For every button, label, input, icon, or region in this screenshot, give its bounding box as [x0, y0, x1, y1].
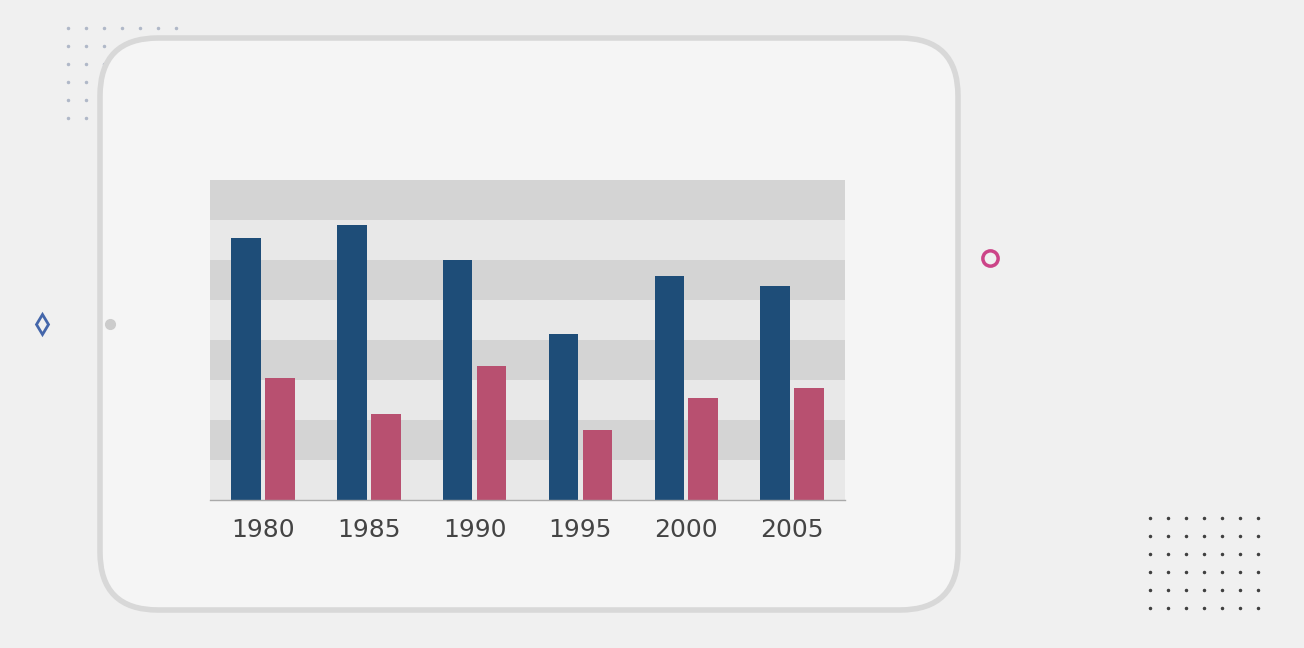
Bar [210, 180, 845, 220]
Bar [210, 460, 845, 500]
Text: 1995: 1995 [549, 518, 612, 542]
Text: 1980: 1980 [231, 518, 295, 542]
Bar [760, 286, 790, 500]
Bar [583, 430, 612, 500]
FancyBboxPatch shape [100, 38, 958, 610]
Bar [210, 340, 845, 380]
Text: 1985: 1985 [336, 518, 400, 542]
Bar [231, 238, 261, 500]
Text: 2005: 2005 [760, 518, 824, 542]
Text: 1990: 1990 [443, 518, 506, 542]
Bar [265, 378, 295, 500]
Bar [210, 260, 845, 300]
Bar [689, 398, 719, 500]
Bar [443, 260, 472, 500]
Bar [210, 300, 845, 340]
Bar [370, 413, 400, 500]
Text: 2000: 2000 [655, 518, 719, 542]
Bar [655, 276, 685, 500]
Bar [477, 365, 506, 500]
Bar [210, 380, 845, 420]
Bar [794, 388, 824, 500]
Bar [336, 225, 366, 500]
Bar [210, 420, 845, 460]
Bar [210, 220, 845, 260]
Bar [549, 334, 578, 500]
